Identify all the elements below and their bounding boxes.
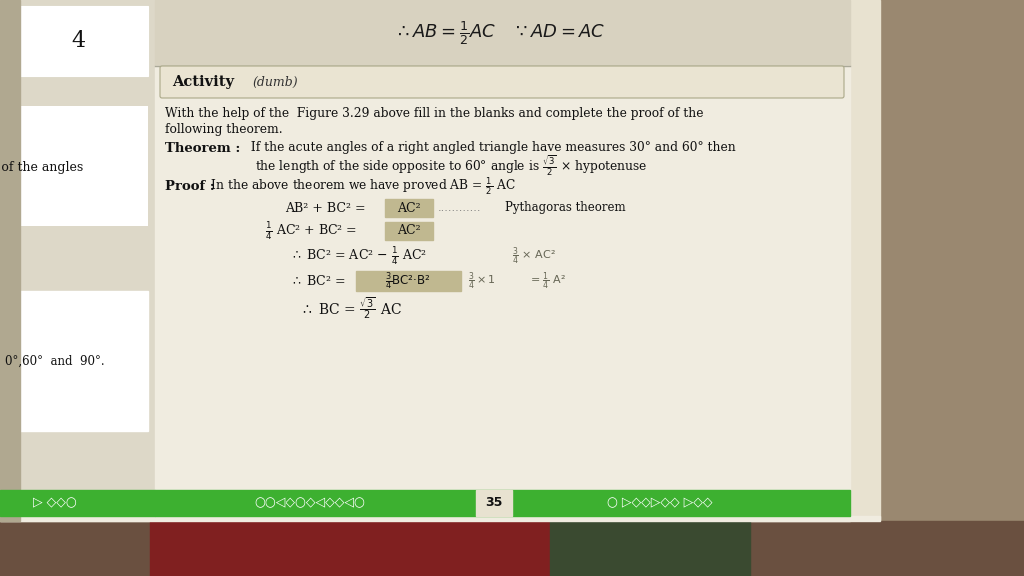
Bar — [476, 490, 512, 516]
Bar — [0, 96, 155, 236]
Text: AC²: AC² — [397, 225, 421, 237]
Text: $\therefore$ BC² = AC² $-$ $\frac{1}{4}$ AC²: $\therefore$ BC² = AC² $-$ $\frac{1}{4}$… — [290, 245, 427, 267]
Bar — [155, 490, 850, 516]
Text: the length of the side opposite to 60° angle is $\frac{\sqrt{3}}{2}$ × hypotenus: the length of the side opposite to 60° a… — [255, 154, 647, 178]
Bar — [0, 0, 20, 521]
Bar — [0, 516, 880, 521]
Bar — [8, 6, 148, 76]
Text: ............: ............ — [438, 203, 481, 213]
Bar — [155, 0, 850, 66]
Bar — [850, 0, 1024, 576]
Text: In the above theorem we have proved AB = $\frac{1}{2}$ AC: In the above theorem we have proved AB =… — [207, 175, 516, 197]
Text: = $\frac{1}{4}$ A²: = $\frac{1}{4}$ A² — [530, 270, 566, 291]
Text: 35: 35 — [485, 497, 503, 510]
Text: $\therefore$ BC² =: $\therefore$ BC² = — [290, 274, 346, 288]
Text: (dumb): (dumb) — [252, 75, 298, 89]
Bar — [0, 490, 155, 516]
Bar — [8, 6, 148, 76]
Text: $\therefore$ BC = $\frac{\sqrt{3}}{2}$ AC: $\therefore$ BC = $\frac{\sqrt{3}}{2}$ A… — [300, 295, 401, 321]
Text: $\frac{1}{4}$ AC² + BC² =: $\frac{1}{4}$ AC² + BC² = — [265, 220, 357, 242]
Text: With the help of the  Figure 3.29 above fill in the blanks and complete the proo: With the help of the Figure 3.29 above f… — [165, 107, 703, 119]
Text: $\frac{3}{4}$BC²·B²: $\frac{3}{4}$BC²·B² — [385, 270, 431, 292]
Text: Proof :: Proof : — [165, 180, 215, 192]
Text: $\frac{3}{4}$ × AC²: $\frac{3}{4}$ × AC² — [512, 245, 556, 267]
Bar — [385, 222, 433, 240]
Text: 4: 4 — [71, 30, 85, 52]
Text: e of the angles: e of the angles — [0, 161, 83, 175]
FancyBboxPatch shape — [160, 66, 844, 98]
Text: AB² + BC² =: AB² + BC² = — [285, 202, 366, 214]
Text: AC²: AC² — [397, 202, 421, 214]
Bar — [0, 0, 880, 521]
Bar — [0, 0, 155, 521]
Text: ○○◁◇○◇◁◇◇◁○: ○○◁◇○◇◁◇◇◁○ — [255, 497, 366, 510]
Bar — [356, 271, 461, 291]
Bar — [385, 199, 433, 217]
Text: Pythagoras theorem: Pythagoras theorem — [505, 202, 626, 214]
Text: 0°,60°  and  90°.: 0°,60° and 90°. — [5, 354, 104, 367]
Bar — [155, 66, 850, 521]
Bar — [0, 276, 155, 446]
Bar — [8, 106, 148, 226]
Text: Activity: Activity — [172, 75, 234, 89]
Text: ○ ▷◇◇▷◇◇ ▷◇◇: ○ ▷◇◇▷◇◇ ▷◇◇ — [607, 497, 713, 510]
Text: If the acute angles of a right angled triangle have measures 30° and 60° then: If the acute angles of a right angled tr… — [247, 142, 736, 154]
Text: $\frac{3}{4}\times1$: $\frac{3}{4}\times1$ — [468, 270, 496, 291]
Text: ▷ ◇◇○: ▷ ◇◇○ — [33, 497, 77, 510]
Bar — [0, 521, 1024, 576]
Bar — [150, 521, 550, 576]
Bar — [550, 521, 750, 576]
Bar — [8, 291, 148, 431]
Text: Theorem :: Theorem : — [165, 142, 241, 154]
Text: $\therefore AB=\frac{1}{2}AC \quad \because AD=AC$: $\therefore AB=\frac{1}{2}AC \quad \beca… — [394, 19, 606, 47]
Text: following theorem.: following theorem. — [165, 123, 283, 135]
